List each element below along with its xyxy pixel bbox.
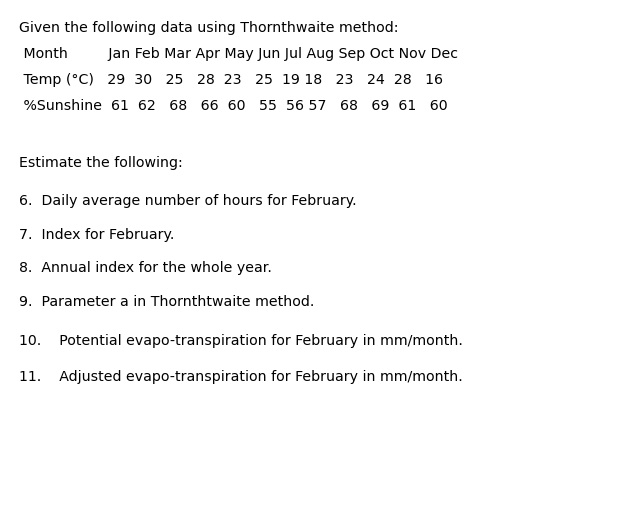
Text: %Sunshine  61  62   68   66  60   55  56 57   68   69  61   60: %Sunshine 61 62 68 66 60 55 56 57 68 69 …: [19, 99, 447, 113]
Text: 10.    Potential evapo-transpiration for February in mm/month.: 10. Potential evapo-transpiration for Fe…: [19, 333, 462, 348]
Text: 9.  Parameter a in Thornthtwaite method.: 9. Parameter a in Thornthtwaite method.: [19, 295, 314, 309]
Text: Temp (°C)   29  30   25   28  23   25  19 18   23   24  28   16: Temp (°C) 29 30 25 28 23 25 19 18 23 24 …: [19, 73, 442, 87]
Text: Given the following data using Thornthwaite method:: Given the following data using Thornthwa…: [19, 21, 398, 36]
Text: 8.  Annual index for the whole year.: 8. Annual index for the whole year.: [19, 261, 271, 276]
Text: 7.  Index for February.: 7. Index for February.: [19, 228, 174, 242]
Text: 6.  Daily average number of hours for February.: 6. Daily average number of hours for Feb…: [19, 194, 356, 208]
Text: Estimate the following:: Estimate the following:: [19, 155, 182, 170]
Text: 11.    Adjusted evapo-transpiration for February in mm/month.: 11. Adjusted evapo-transpiration for Feb…: [19, 369, 462, 384]
Text: Month         Jan Feb Mar Apr May Jun Jul Aug Sep Oct Nov Dec: Month Jan Feb Mar Apr May Jun Jul Aug Se…: [19, 47, 458, 61]
